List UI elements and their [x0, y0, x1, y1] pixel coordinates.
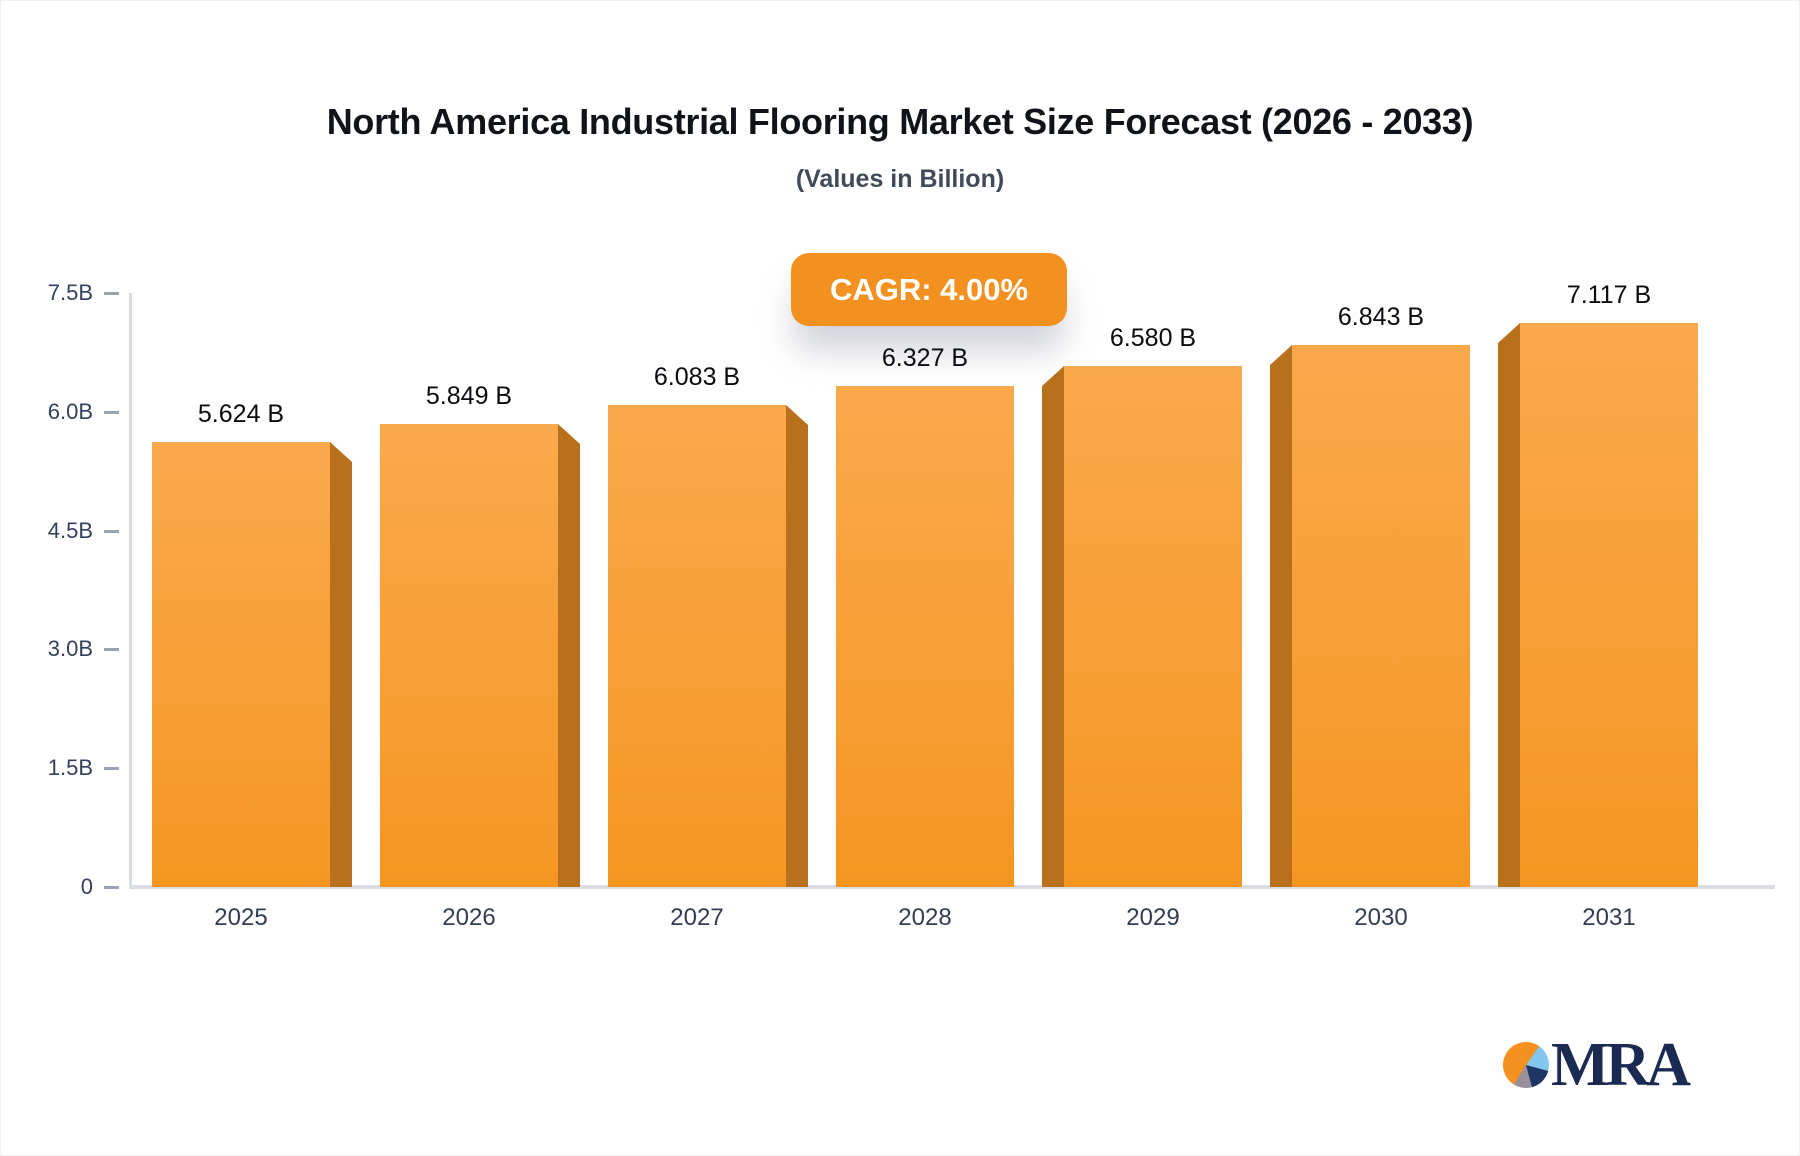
x-axis-label: 2031 [1582, 904, 1636, 931]
x-axis-label: 2025 [214, 904, 268, 931]
y-axis-line [129, 293, 132, 887]
y-tick-label: 0 [80, 874, 93, 899]
cagr-badge: CAGR: 4.00% [791, 253, 1067, 326]
chart-title: North America Industrial Flooring Market… [326, 101, 1474, 142]
bar-2031 [1520, 323, 1698, 887]
bar-side-face [1498, 323, 1520, 887]
x-axis-label: 2029 [1126, 904, 1180, 931]
chart-subtitle: (Values in Billion) [795, 165, 1005, 193]
bar-2029 [1064, 366, 1242, 887]
bar-value-label: 5.849 B [425, 382, 513, 410]
y-tick-label: 3.0B [47, 636, 93, 662]
y-tick-mark [104, 529, 119, 533]
logo-text: MRA [1551, 1031, 1691, 1099]
bar-value-label: 6.083 B [653, 363, 741, 391]
bar-value-label: 6.580 B [1109, 324, 1197, 352]
bar-2030 [1292, 345, 1470, 887]
x-axis-label: 2027 [670, 904, 724, 931]
bar-value-label: 6.327 B [881, 344, 969, 372]
bar-side-face [330, 442, 352, 887]
x-axis-label: 2030 [1354, 904, 1408, 931]
y-tick-mark [104, 410, 119, 414]
bar-2026 [380, 424, 558, 887]
bar-side-face [558, 424, 580, 887]
x-axis-label: 2028 [898, 904, 952, 931]
brand-logo: MRA [1503, 1031, 1691, 1099]
y-tick-label: 7.5B [47, 280, 93, 305]
y-tick-mark [104, 886, 119, 889]
bar-value-label: 6.843 B [1337, 303, 1425, 331]
bar-side-face [1042, 366, 1064, 887]
bar-2025 [152, 442, 330, 887]
bar-2027 [608, 405, 786, 887]
y-tick-mark [104, 292, 119, 295]
y-tick-mark [104, 767, 119, 771]
y-tick-label: 1.5B [47, 755, 93, 781]
bar-value-label: 7.117 B [1566, 281, 1652, 309]
bar-value-label: 5.624 B [197, 400, 285, 428]
y-tick-label: 4.5B [47, 517, 93, 543]
y-tick-mark [104, 648, 119, 652]
x-axis-line [129, 885, 1775, 889]
bar-side-face [1270, 345, 1292, 887]
x-axis-label: 2026 [442, 904, 496, 931]
bar-2028 [836, 386, 1014, 887]
y-tick-label: 6.0B [47, 398, 93, 424]
cagr-badge-label: CAGR: 4.00% [829, 271, 1029, 307]
pie-chart-icon [1503, 1042, 1549, 1088]
bar-side-face [786, 405, 808, 887]
